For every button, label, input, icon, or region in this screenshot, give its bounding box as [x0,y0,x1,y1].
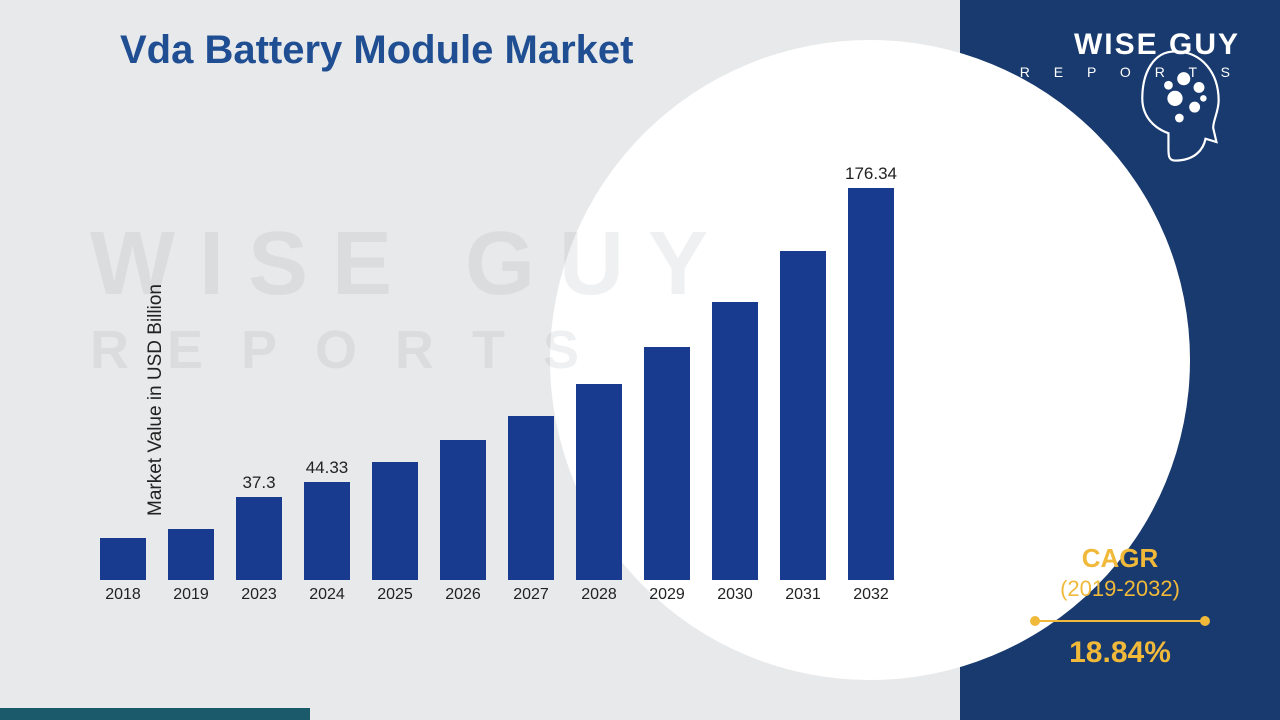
x-category-label: 2019 [168,586,214,604]
head-icon [1120,46,1230,166]
bar [712,302,758,580]
bar-wrap: 37.3 [236,473,282,580]
bar [576,384,622,580]
bar-wrap: 176.34 [848,164,894,580]
bar [100,538,146,580]
x-category-label: 2026 [440,586,486,604]
x-category-label: 2029 [644,586,690,604]
bar [848,188,894,580]
bar [168,529,214,580]
bar [304,482,350,581]
x-category-label: 2018 [100,586,146,604]
bar-value-label: 176.34 [845,164,897,184]
bar [440,440,486,580]
x-category-label: 2030 [712,586,758,604]
x-category-label: 2027 [508,586,554,604]
bar-wrap [508,416,554,580]
bar [372,462,418,580]
bottom-accent-bar [0,708,310,720]
cagr-range: (2019-2032) [990,576,1250,602]
bar-wrap [712,302,758,580]
bar-value-label: 44.33 [306,458,349,478]
x-category-label: 2024 [304,586,350,604]
bar-wrap: 44.33 [304,458,350,581]
x-category-label: 2031 [780,586,826,604]
cagr-title: CAGR [990,543,1250,574]
cagr-divider [1035,620,1205,622]
bar-wrap [100,538,146,580]
x-category-label: 2023 [236,586,282,604]
x-category-label: 2032 [848,586,894,604]
bar-wrap [644,347,690,580]
bar-value-label: 37.3 [242,473,275,493]
cagr-block: CAGR (2019-2032) 18.84% [990,543,1250,670]
cagr-value: 18.84% [990,636,1250,670]
bar [236,497,282,580]
bar-wrap [372,462,418,580]
bar-chart: Market Value in USD Billion 2018201937.3… [60,180,920,620]
bar [508,416,554,580]
bar [644,347,690,580]
x-category-label: 2025 [372,586,418,604]
x-category-label: 2028 [576,586,622,604]
bar-wrap [576,384,622,580]
bar-wrap [440,440,486,580]
plot-area: 2018201937.3202344.332024202520262027202… [100,180,920,580]
chart-title: Vda Battery Module Market [120,28,633,73]
bar-wrap [780,251,826,580]
bar-wrap [168,529,214,580]
brand-logo: WISE GUY R E P O R T S [1020,28,1240,80]
bar [780,251,826,580]
